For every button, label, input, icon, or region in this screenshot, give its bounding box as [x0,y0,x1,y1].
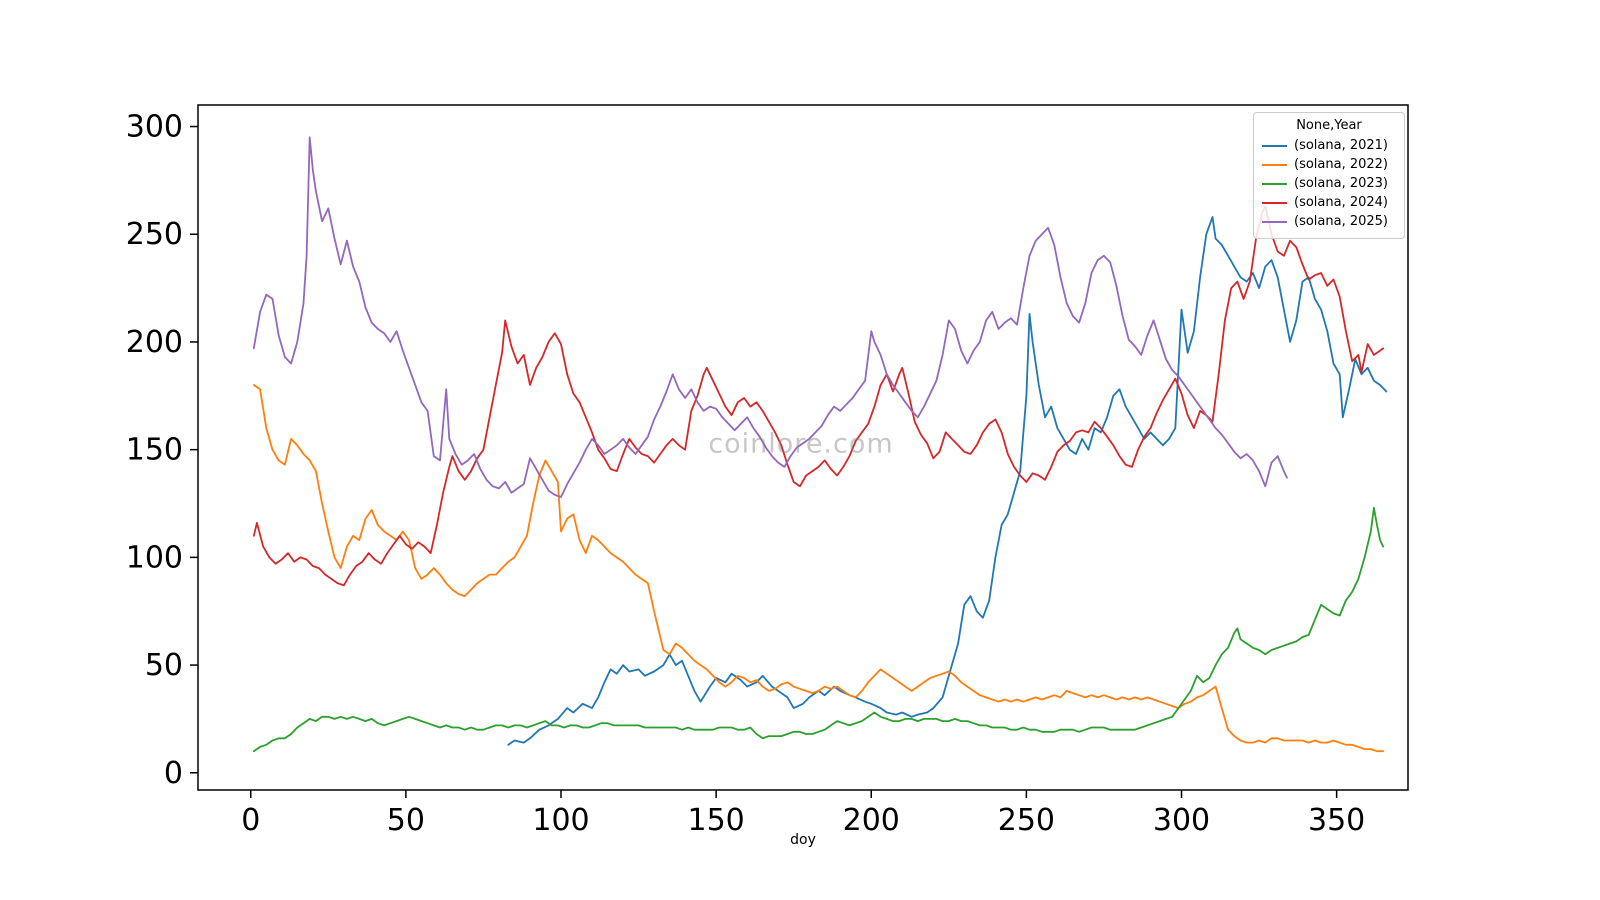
legend-label: (solana, 2022) [1294,157,1389,172]
y-tick-label: 100 [126,540,183,575]
legend-entry: (solana, 2025) [1262,212,1396,231]
legend-label: (solana, 2025) [1294,214,1389,229]
x-tick-label: 350 [1308,803,1365,838]
x-tick-label: 250 [998,803,1055,838]
x-tick-label: 50 [387,803,425,838]
legend: None,Year (solana, 2021) (solana, 2022) … [1253,112,1405,239]
series-line [507,216,1388,746]
y-tick-label: 200 [126,325,183,360]
legend-line-swatch [1262,163,1287,166]
legend-entry: (solana, 2021) [1262,136,1396,155]
x-tick-label: 0 [241,803,260,838]
series-line [252,506,1385,753]
series-line [252,384,1385,753]
legend-label: (solana, 2021) [1294,138,1389,153]
x-tick-label: 100 [532,803,589,838]
legend-line-swatch [1262,201,1287,204]
legend-line-swatch [1262,144,1287,147]
legend-title: None,Year [1296,118,1362,133]
y-tick-label: 50 [145,648,183,683]
series-line [252,205,1385,587]
series-line [252,136,1288,498]
y-tick-label: 250 [126,217,183,252]
legend-entry: (solana, 2023) [1262,174,1396,193]
y-tick-label: 0 [164,756,183,791]
x-axis-label: doy [790,832,816,848]
legend-line-swatch [1262,182,1287,185]
legend-label: (solana, 2023) [1294,176,1389,191]
legend-label: (solana, 2024) [1294,195,1389,210]
axes-frame [197,104,1409,791]
x-tick-label: 200 [843,803,900,838]
x-tick-label: 300 [1153,803,1210,838]
y-tick-label: 150 [126,433,183,468]
y-tick-label: 300 [126,110,183,145]
legend-entry: (solana, 2024) [1262,193,1396,212]
legend-line-swatch [1262,220,1287,223]
legend-entry: (solana, 2022) [1262,155,1396,174]
x-tick-label: 150 [687,803,744,838]
